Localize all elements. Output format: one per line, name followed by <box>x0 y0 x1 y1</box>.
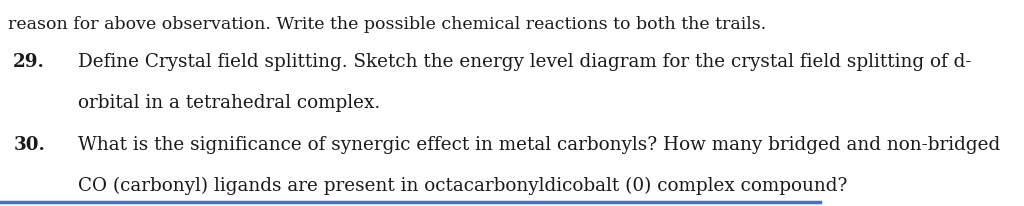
Text: What is the significance of synergic effect in metal carbonyls? How many bridged: What is the significance of synergic eff… <box>78 135 1000 153</box>
Text: 29.: 29. <box>13 53 45 71</box>
Text: Define Crystal field splitting. Sketch the energy level diagram for the crystal : Define Crystal field splitting. Sketch t… <box>78 53 972 71</box>
Text: 30.: 30. <box>13 135 45 153</box>
Text: orbital in a tetrahedral complex.: orbital in a tetrahedral complex. <box>78 94 380 112</box>
Text: CO (carbonyl) ligands are present in octacarbonyldicobalt (0) complex compound?: CO (carbonyl) ligands are present in oct… <box>78 176 847 194</box>
Text: reason for above observation. Write the possible chemical reactions to both the : reason for above observation. Write the … <box>8 16 766 33</box>
